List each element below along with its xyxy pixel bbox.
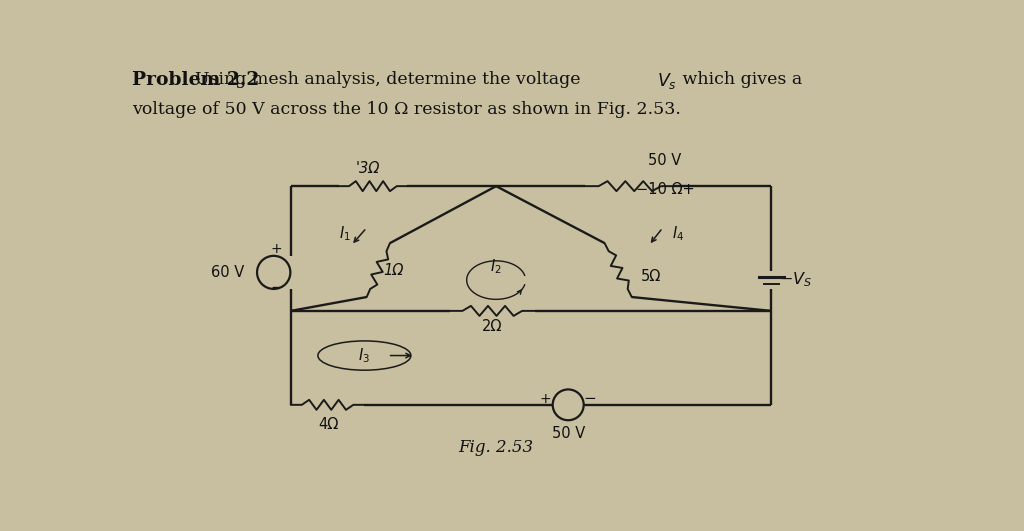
Text: $V_s$: $V_s$ — [657, 71, 677, 91]
Text: Fig. 2.53: Fig. 2.53 — [459, 439, 534, 456]
Text: Problem 2.2: Problem 2.2 — [132, 71, 259, 89]
Text: 60 V: 60 V — [211, 265, 245, 280]
Text: 5Ω: 5Ω — [641, 269, 662, 284]
Text: 1Ω: 1Ω — [384, 263, 404, 278]
Text: 4Ω: 4Ω — [317, 417, 338, 432]
Text: 2Ω: 2Ω — [482, 319, 503, 333]
Text: −: − — [584, 391, 596, 406]
Text: voltage of 50 V across the 10 Ω resistor as shown in Fig. 2.53.: voltage of 50 V across the 10 Ω resistor… — [132, 101, 681, 118]
Text: +: + — [271, 242, 283, 256]
Text: $-V_S$: $-V_S$ — [779, 271, 812, 289]
Text: $I_3$: $I_3$ — [358, 346, 371, 365]
Text: $I_2$: $I_2$ — [490, 257, 502, 276]
Text: Using mesh analysis, determine the voltage: Using mesh analysis, determine the volta… — [183, 71, 586, 88]
Text: −10 Ω+: −10 Ω+ — [636, 182, 694, 196]
Text: 50 V: 50 V — [552, 426, 585, 441]
Text: '3Ω: '3Ω — [356, 161, 381, 176]
Text: −: − — [270, 280, 284, 295]
Text: $I_1$: $I_1$ — [339, 225, 351, 243]
Text: +: + — [540, 392, 551, 406]
Text: which gives a: which gives a — [677, 71, 802, 88]
Text: $I_4$: $I_4$ — [672, 225, 684, 243]
Text: 50 V: 50 V — [648, 153, 682, 168]
